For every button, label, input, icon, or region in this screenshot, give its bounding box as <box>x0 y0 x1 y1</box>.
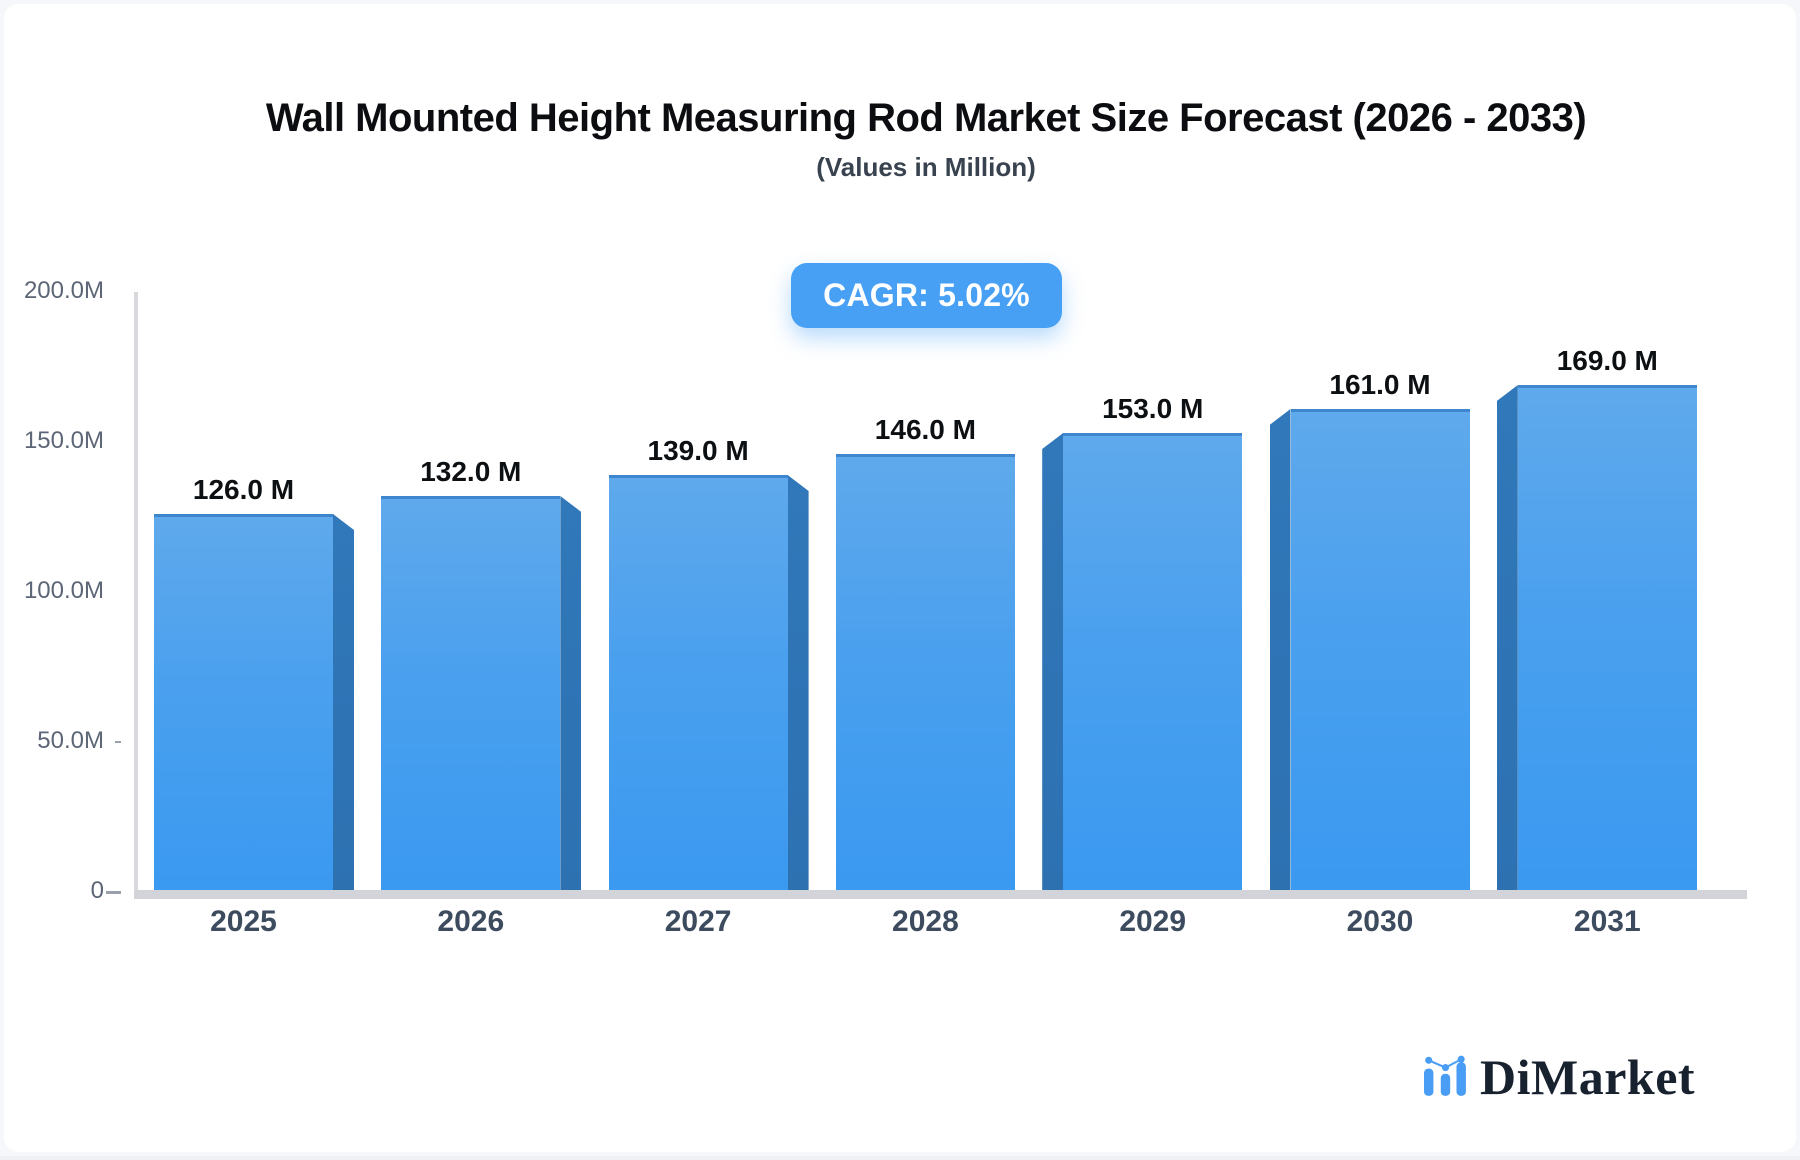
bar-value-label-2031: 169.0 M <box>1556 345 1658 376</box>
cagr-badge: CAGR: 5.02% <box>791 263 1062 328</box>
x-tick-label-2028: 2028 <box>892 905 959 938</box>
y-tick-label-150: 150.0M <box>23 427 104 454</box>
bar-side-2031 <box>1496 385 1518 892</box>
dimarket-logo-icon <box>1424 1055 1466 1096</box>
x-axis-baseline <box>134 890 1747 899</box>
y-tick-label-200: 200.0M <box>23 277 104 304</box>
bar-2027[interactable] <box>608 475 788 892</box>
bar-2031[interactable] <box>1517 385 1697 892</box>
bar-value-label-2027: 139.0 M <box>647 435 749 466</box>
x-tick-label-2027: 2027 <box>664 905 732 938</box>
x-tick-label-2031: 2031 <box>1573 905 1641 938</box>
x-tick-label-2026: 2026 <box>437 905 505 938</box>
bar-2025[interactable] <box>154 514 333 892</box>
bar-side-2026 <box>560 496 582 892</box>
plot-area: 200.0M 150.0M 100.0M 50.0M 0 126.0 M 132.0 M 1… <box>4 4 1800 1160</box>
x-tick-label-2030: 2030 <box>1346 905 1414 938</box>
bar-value-label-2025: 126.0 M <box>192 474 295 505</box>
bar-2029[interactable] <box>1063 433 1243 892</box>
y-tick-label-0: 0 <box>90 877 104 904</box>
chart-card: Wall Mounted Height Measuring Rod Market… <box>4 4 1796 1152</box>
bar-side-2027 <box>787 475 809 892</box>
y-axis-tick-50 <box>115 741 121 743</box>
bar-side-2030 <box>1269 409 1291 892</box>
bar-side-2025 <box>333 514 354 892</box>
bar-side-2029 <box>1042 433 1064 892</box>
cagr-badge-label: CAGR: 5.02% <box>823 277 1030 313</box>
x-tick-label-2025: 2025 <box>210 905 277 938</box>
x-tick-label-2029: 2029 <box>1119 905 1187 938</box>
bar-2026[interactable] <box>381 496 561 892</box>
bar-2030[interactable] <box>1290 409 1470 892</box>
y-axis-tick-0 <box>106 891 121 894</box>
dimarket-logo-text: DiMarket <box>1480 1049 1696 1105</box>
bar-value-label-2029: 153.0 M <box>1102 393 1204 424</box>
y-tick-label-100: 100.0M <box>23 577 104 604</box>
dimarket-logo: DiMarket <box>1424 1042 1695 1102</box>
y-axis-line <box>134 292 138 893</box>
bar-value-label-2028: 146.0 M <box>874 414 976 445</box>
chart-subtitle: (Values in Million) <box>816 152 1036 182</box>
bar-value-label-2030: 161.0 M <box>1329 369 1431 400</box>
chart-title: Wall Mounted Height Measuring Rod Market… <box>265 96 1587 140</box>
bar-value-label-2026: 132.0 M <box>420 456 522 487</box>
y-tick-label-50: 50.0M <box>37 727 104 754</box>
bar-2028[interactable] <box>835 454 1015 892</box>
